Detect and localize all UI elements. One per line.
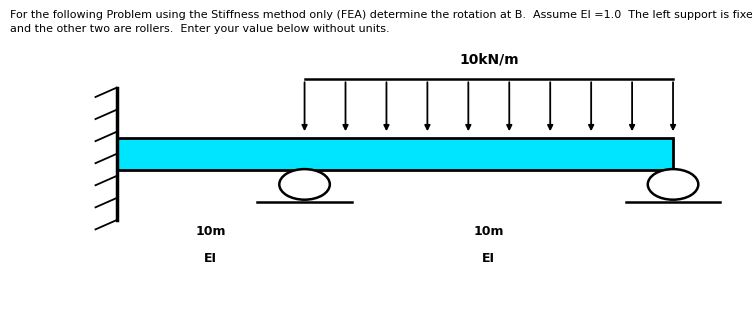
Ellipse shape [279, 169, 330, 200]
Text: 10m: 10m [474, 225, 504, 238]
Text: 10m: 10m [196, 225, 226, 238]
Ellipse shape [647, 169, 699, 200]
Text: EI: EI [482, 252, 496, 265]
Bar [117, 138, 673, 170]
Text: EI: EI [204, 252, 217, 265]
Text: For the following Problem using the Stiffness method only (FEA) determine the ro: For the following Problem using the Stif… [10, 10, 752, 34]
Text: 10kN/m: 10kN/m [459, 53, 519, 67]
